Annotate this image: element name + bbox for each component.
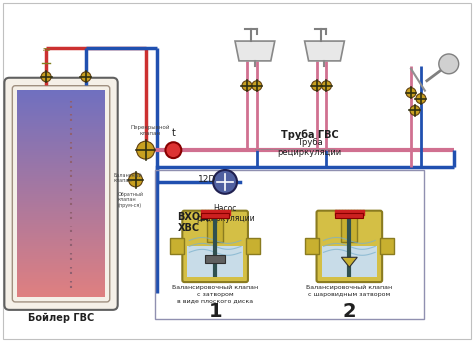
Text: Перекрывной
клапан: Перекрывной клапан: [131, 126, 170, 136]
Text: 1: 1: [208, 302, 222, 321]
Circle shape: [311, 81, 321, 91]
Text: 12D: 12D: [198, 175, 216, 184]
Circle shape: [252, 81, 262, 91]
Circle shape: [128, 173, 143, 187]
Text: Труба
рециркуляции: Труба рециркуляции: [277, 138, 342, 157]
Bar: [205, 255, 225, 263]
Circle shape: [242, 81, 252, 91]
Circle shape: [406, 88, 416, 97]
Bar: [305, 238, 319, 254]
FancyBboxPatch shape: [182, 211, 248, 282]
Text: t: t: [172, 128, 175, 138]
Text: Бойлер ГВС: Бойлер ГВС: [28, 313, 94, 323]
Text: Балансировочный клапан
с затвором
в виде плоского диска: Балансировочный клапан с затвором в виде…: [172, 285, 258, 303]
Bar: [336, 213, 363, 218]
Circle shape: [213, 170, 237, 194]
Bar: [246, 238, 260, 254]
Text: Балансный
клапан: Балансный клапан: [114, 173, 143, 183]
Circle shape: [321, 81, 331, 91]
Polygon shape: [341, 257, 357, 267]
Bar: [380, 238, 394, 254]
Text: ВХОД
ХВС: ВХОД ХВС: [177, 212, 209, 233]
Circle shape: [41, 72, 51, 82]
Circle shape: [137, 141, 155, 159]
Text: 2: 2: [343, 302, 356, 321]
FancyBboxPatch shape: [317, 211, 382, 282]
Circle shape: [81, 72, 91, 82]
Text: Труба ГВС: Труба ГВС: [281, 130, 338, 140]
Text: Насос
рециркуляции: Насос рециркуляции: [196, 204, 255, 223]
Bar: [187, 246, 243, 277]
Polygon shape: [235, 41, 275, 61]
Bar: [207, 216, 223, 242]
Circle shape: [165, 142, 182, 158]
Circle shape: [416, 94, 426, 104]
Text: Обратный
клапан
(прум-ся): Обратный клапан (прум-ся): [118, 192, 144, 208]
Bar: [201, 213, 229, 218]
Bar: [170, 238, 184, 254]
Polygon shape: [305, 41, 345, 61]
Circle shape: [410, 106, 420, 116]
Text: ≈: ≈: [41, 45, 51, 55]
Bar: [341, 216, 357, 242]
Text: Балансировочный клапан
с шаровидным затвором: Балансировочный клапан с шаровидным затв…: [306, 285, 392, 297]
Text: ─────────────────────────: ─────────────────────────: [254, 148, 335, 153]
FancyBboxPatch shape: [4, 78, 118, 310]
Circle shape: [439, 54, 459, 74]
Bar: [321, 246, 377, 277]
